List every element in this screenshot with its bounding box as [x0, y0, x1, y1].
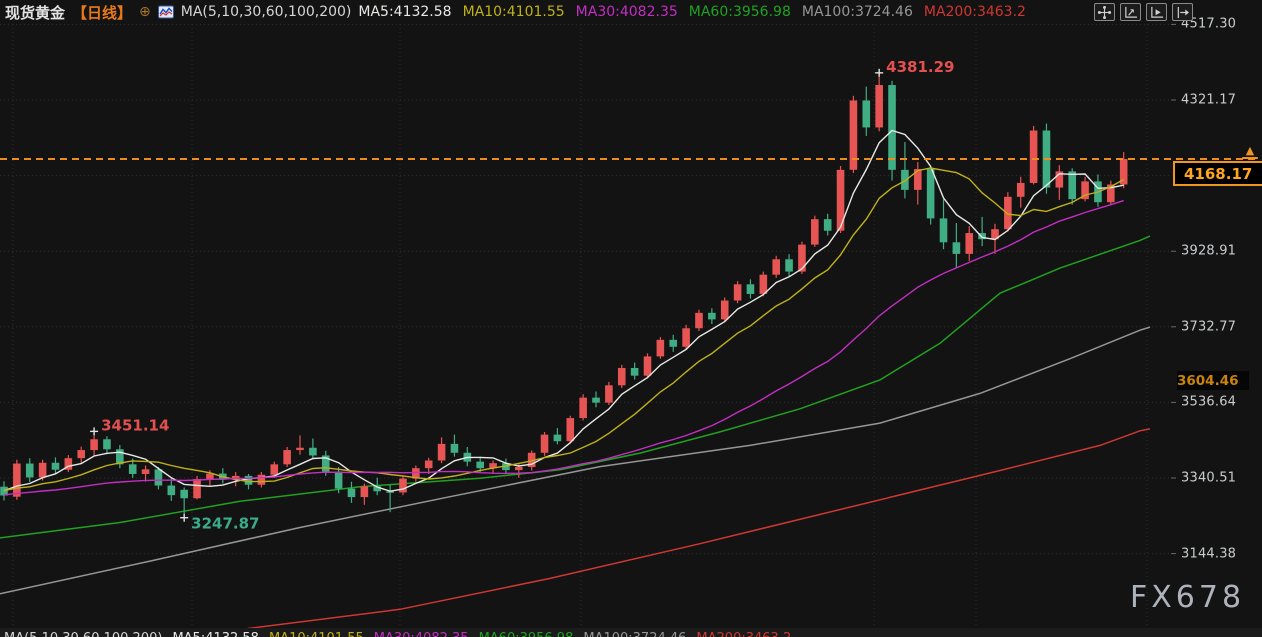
axis-scale-play-button[interactable] — [1146, 3, 1167, 21]
ma-legend-item: MA100:3724.46 — [801, 4, 913, 20]
ma-legend-item: MA5:4132.58 — [358, 4, 452, 20]
clipped-secondary-pane: MA(5,10,30,60,100,200) MA5:4132.58 MA10:41… — [0, 628, 1262, 637]
y-axis-label: 4321.17 — [1181, 92, 1237, 108]
swing-price-label: 3247.87 — [191, 515, 259, 533]
ma200-line — [221, 428, 1151, 637]
ma-legend-item: MA30:4082.35 — [374, 631, 469, 637]
axis-scale-up-button[interactable] — [1120, 3, 1141, 21]
grid-layer — [0, 23, 1176, 628]
ma60-line — [0, 235, 1151, 539]
annotation-layer: 3451.14 3247.87 4381.29 — [0, 58, 1258, 533]
ma30-line — [3, 199, 1124, 496]
clipped-secondary-legend: MA(5,10,30,60,100,200) MA5:4132.58 MA10:41… — [4, 631, 801, 637]
ma-settings-label[interactable]: MA(5,10,30,60,100,200) — [180, 4, 352, 20]
ma5-line — [3, 129, 1124, 492]
y-axis-label: 3144.38 — [1181, 546, 1237, 562]
ma-legend-item: MA5:4132.58 — [172, 631, 259, 637]
chart-header: 现货黄金 【日线】 ⊕ MA(5,10,30,60,100,200) MA5:41… — [0, 0, 1262, 24]
fast-ma-layer — [3, 129, 1125, 496]
ma100-line — [0, 326, 1151, 595]
ma-legend-item: MA200:3463.2 — [923, 4, 1026, 20]
ma-settings-label: MA(5,10,30,60,100,200) — [4, 631, 162, 637]
period-label[interactable]: 【日线】 — [72, 3, 133, 22]
ma-legend-item: MA10:4101.55 — [269, 631, 364, 637]
indicator-chart-icon[interactable] — [157, 5, 174, 19]
ma-legend-item: MA30:4082.35 — [575, 4, 678, 20]
y-axis-label: 3340.51 — [1181, 470, 1237, 486]
ma-legend-item: MA100:3724.46 — [583, 631, 686, 637]
scroll-to-edge-button[interactable] — [1172, 3, 1193, 21]
symbol-title: 现货黄金 — [5, 3, 66, 22]
y-axis-label: 3928.91 — [1181, 243, 1237, 259]
level-price-label: 3604.46 — [1177, 371, 1249, 390]
watermark: FX678 — [1130, 580, 1246, 615]
scroll-to-latest-marker[interactable]: ▲ — [1242, 145, 1258, 159]
swing-price-label: 3451.14 — [101, 416, 169, 434]
ma-legend-item: MA60:3956.98 — [688, 4, 791, 20]
add-indicator-icon[interactable]: ⊕ — [139, 4, 151, 20]
swing-price-label: 4381.29 — [886, 58, 954, 76]
current-price-box: 4168.17 — [1173, 161, 1262, 186]
ma-legend-item: MA200:3463.2 — [696, 631, 791, 637]
ma-legend-item: MA60:3956.98 — [479, 631, 574, 637]
slow-ma-layer — [0, 235, 1151, 637]
ma10-line — [3, 167, 1125, 492]
y-axis-label: 3732.77 — [1181, 319, 1237, 335]
y-axis-label: 3536.64 — [1181, 394, 1237, 410]
ma-legend-item: MA10:4101.55 — [462, 4, 565, 20]
current-price-value: 4168.17 — [1184, 164, 1253, 183]
move-tool-button[interactable] — [1094, 3, 1115, 21]
chart-toolbar — [1094, 3, 1193, 21]
ma-legend: MA5:4132.58 MA10:4101.55 MA30:4082.35 MA60:… — [358, 4, 1037, 20]
y-axis-label: 4517.30 — [1181, 16, 1237, 32]
